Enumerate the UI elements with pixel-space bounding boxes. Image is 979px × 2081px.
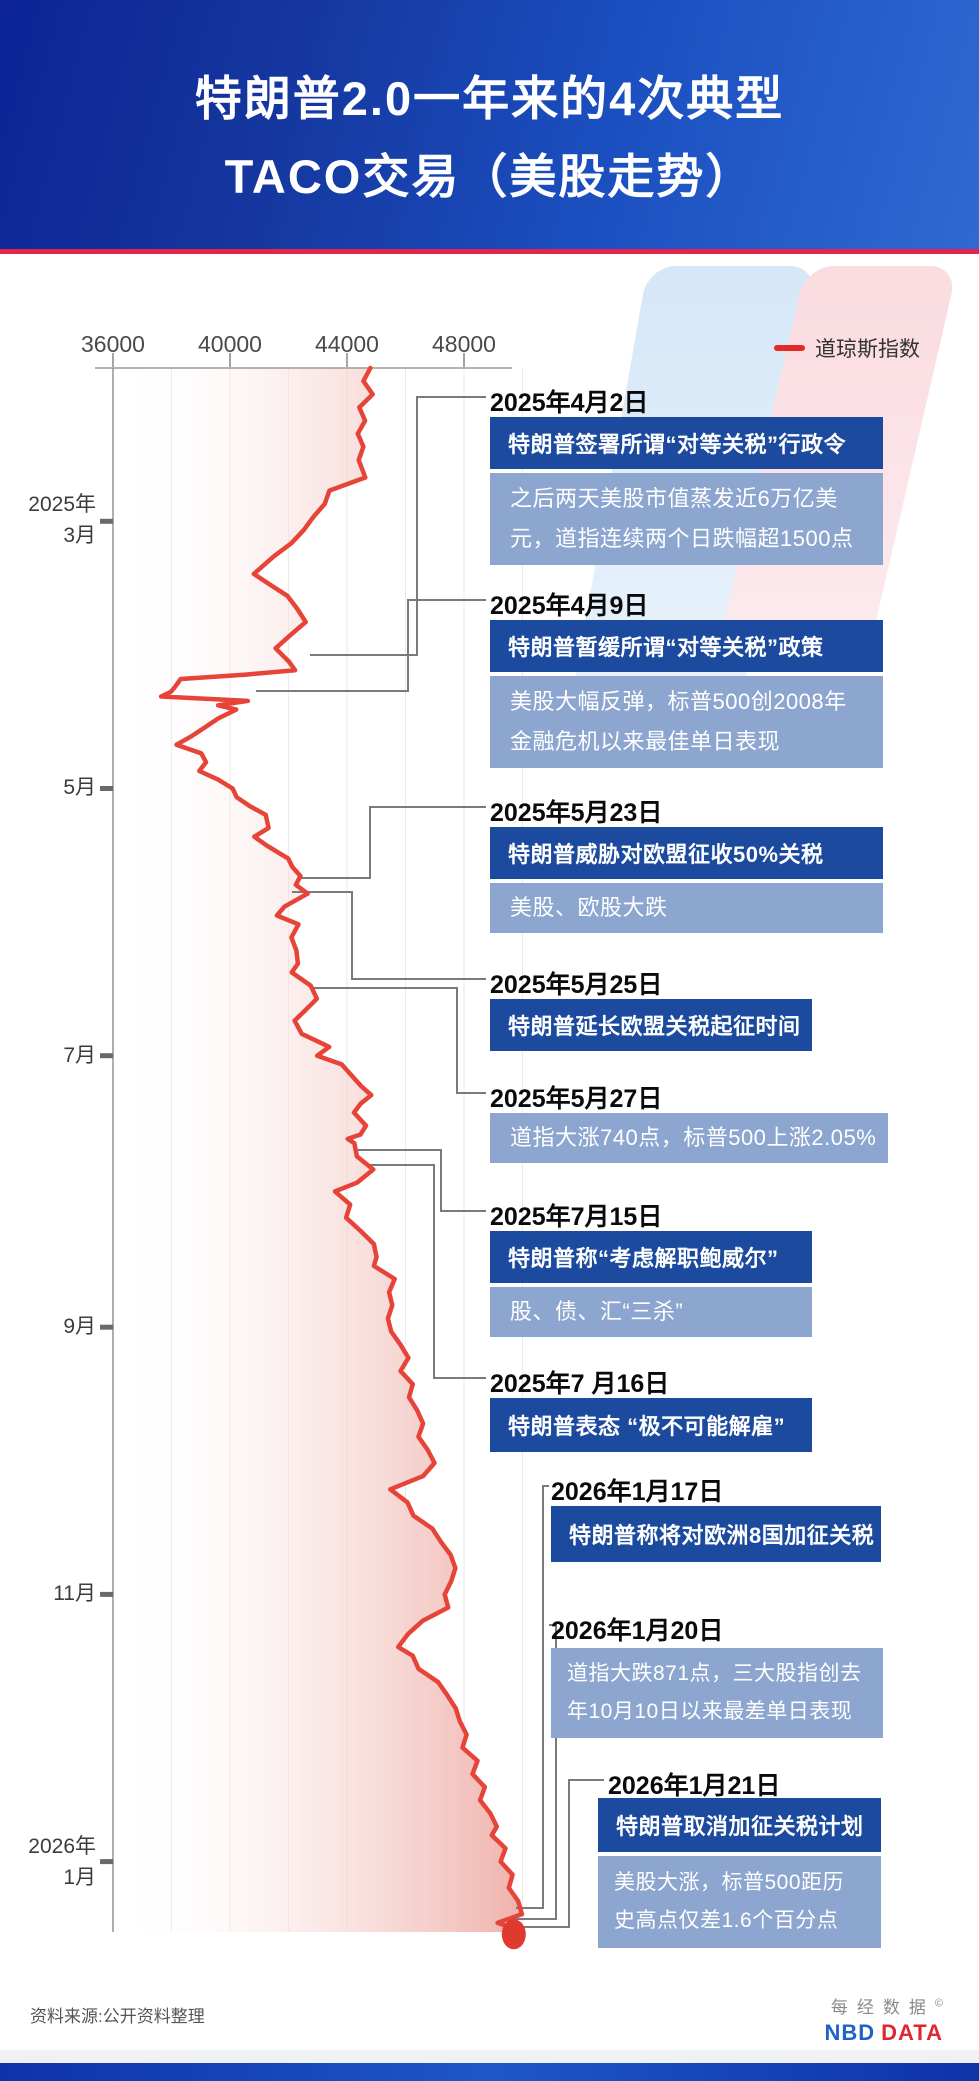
- event-headline: 特朗普签署所谓“对等关税”行政令: [490, 417, 883, 469]
- month-name: 1月: [63, 1866, 96, 1889]
- nbd-logo-nbd: NBD: [824, 2020, 876, 2045]
- nbd-logo-data: DATA: [881, 2020, 943, 2045]
- event-date: 2025年4月2日: [490, 389, 649, 417]
- axis-label-48000: 48000: [432, 331, 496, 357]
- month-label-05: 5月: [63, 776, 96, 799]
- axis-label-40000: 40000: [198, 331, 262, 357]
- event-detail: 美股、欧股大跌: [490, 883, 883, 933]
- line-end-dot: [501, 1919, 526, 1950]
- event-headline: 特朗普威胁对欧盟征收50%关税: [490, 827, 883, 879]
- event-date: 2026年1月21日: [608, 1772, 781, 1800]
- event-headline: 特朗普延长欧盟关税起征时间: [490, 999, 812, 1051]
- event-detail: 美股大幅反弹，标普500创2008年金融危机以来最佳单日表现: [490, 676, 883, 768]
- month-year: 2025年: [28, 493, 96, 516]
- event-date: 2025年5月25日: [490, 971, 663, 999]
- event-date: 2025年4月9日: [490, 592, 649, 620]
- nbd-logo-chinese: 每经数据: [830, 1998, 935, 2017]
- value-tick-marks: [112, 353, 465, 367]
- event-date: 2025年5月23日: [490, 799, 663, 827]
- month-label-2026-01: 2026年 1月: [0, 1831, 96, 1893]
- event-date: 2026年1月17日: [551, 1478, 724, 1506]
- page-title-line2: TACO交易（美股走势）: [224, 150, 755, 203]
- legend-line-icon: [774, 345, 805, 351]
- header-red-divider: [0, 249, 979, 254]
- area-fill: [113, 368, 522, 1932]
- event-detail: 股、债、汇“三杀”: [490, 1287, 812, 1337]
- event-date: 2025年7 月16日: [490, 1370, 670, 1398]
- month-label-09: 9月: [63, 1315, 96, 1338]
- event-detail: 之后两天美股市值蒸发近6万亿美元，道指连续两个日跌幅超1500点: [490, 473, 883, 565]
- nbd-logo: 每经数据© NBD DATA: [824, 1993, 943, 2046]
- dow-jones-line: [158, 365, 525, 1930]
- event-date: 2025年5月27日: [490, 1085, 663, 1113]
- event-date: 2026年1月20日: [551, 1617, 724, 1645]
- bottom-blue-bar: [0, 2063, 979, 2081]
- month-year: 2026年: [28, 1835, 96, 1858]
- source-note: 资料来源:公开资料整理: [30, 2007, 205, 2026]
- month-label-11: 11月: [53, 1582, 96, 1605]
- month-name: 3月: [63, 524, 96, 547]
- axis-label-36000: 36000: [81, 331, 145, 357]
- axis-label-44000: 44000: [315, 331, 379, 357]
- event-detail: 道指大跌871点，三大股指创去年10月10日以来最差单日表现: [551, 1648, 883, 1738]
- event-headline: 特朗普取消加征关税计划: [598, 1798, 881, 1852]
- event-headline: 特朗普称将对欧洲8国加征关税: [551, 1506, 881, 1562]
- page-title-line1: 特朗普2.0一年来的4次典型: [194, 72, 785, 125]
- header: 特朗普2.0一年来的4次典型 TACO交易（美股走势）: [0, 0, 979, 249]
- month-tick-marks: [100, 518, 113, 1865]
- footer-gray-strip: [0, 2050, 979, 2063]
- event-connector-lines: [256, 396, 604, 1928]
- month-label-07: 7月: [63, 1044, 96, 1067]
- event-detail: 道指大涨740点，标普500上涨2.05%: [490, 1113, 888, 1163]
- event-date: 2025年7月15日: [490, 1203, 663, 1231]
- legend: 道琼斯指数: [774, 333, 920, 363]
- event-headline: 特朗普表态 “极不可能解雇”: [490, 1398, 812, 1452]
- event-headline: 特朗普称“考虑解职鲍威尔”: [490, 1231, 812, 1283]
- event-detail: 美股大涨，标普500距历史高点仅差1.6个百分点: [598, 1856, 881, 1948]
- month-label-2025-03: 2025年 3月: [0, 489, 96, 551]
- event-headline: 特朗普暂缓所谓“对等关税”政策: [490, 620, 883, 672]
- legend-label: 道琼斯指数: [815, 338, 920, 361]
- copyright-mark: ©: [934, 1997, 943, 2010]
